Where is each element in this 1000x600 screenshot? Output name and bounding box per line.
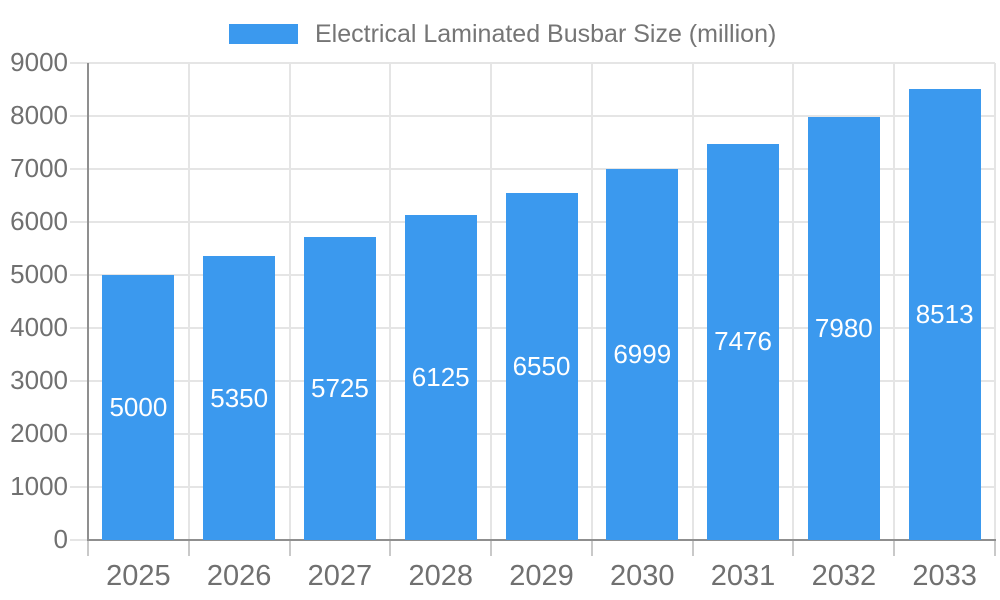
y-axis-tick-label: 3000 — [10, 364, 68, 395]
y-axis-tick-label: 5000 — [10, 258, 68, 289]
bar-value-label: 7476 — [714, 326, 772, 357]
x-axis-category-label: 2026 — [206, 560, 272, 592]
y-axis-tick-label: 2000 — [10, 417, 68, 448]
x-axis-category-label: 2025 — [106, 560, 171, 592]
x-gridline — [792, 63, 795, 540]
y-axis-tick-label: 7000 — [10, 152, 68, 183]
y-axis-tick-label: 0 — [53, 523, 68, 554]
legend-label: Electrical Laminated Busbar Size (millio… — [315, 20, 777, 48]
y-gridline — [70, 62, 995, 64]
x-gridline — [893, 63, 896, 540]
x-axis-tick — [792, 541, 795, 556]
bar-value-label: 5350 — [210, 382, 269, 413]
bar-value-label: 6125 — [411, 362, 470, 393]
x-axis-line — [87, 539, 996, 541]
x-axis-tick — [389, 541, 392, 556]
bar-value-label: 5000 — [109, 392, 168, 422]
x-axis-category-label: 2032 — [811, 560, 877, 592]
bar-2027[interactable]: 5725 — [303, 236, 376, 540]
bar-value-label: 7980 — [814, 313, 873, 344]
x-axis-tick — [893, 541, 896, 556]
x-axis-tick — [691, 541, 694, 556]
bar-2029[interactable]: 6550 — [505, 192, 578, 540]
legend-swatch-icon — [229, 24, 298, 44]
x-axis-tick — [994, 541, 996, 556]
y-axis-tick-label: 1000 — [10, 470, 68, 501]
bar-2026[interactable]: 5350 — [203, 256, 276, 540]
bar-2030[interactable]: 6999 — [606, 169, 679, 540]
y-gridline — [70, 115, 995, 117]
y-axis-tick-label: 8000 — [10, 99, 68, 130]
x-axis-category-label: 2027 — [307, 560, 373, 592]
y-gridline — [70, 168, 995, 170]
bar-2032[interactable]: 7980 — [807, 117, 880, 540]
x-gridline — [389, 63, 392, 540]
x-axis-tick — [187, 541, 190, 556]
legend-item[interactable]: Electrical Laminated Busbar Size (millio… — [229, 20, 776, 48]
x-gridline — [691, 63, 694, 540]
x-axis-category-label: 2031 — [710, 560, 776, 592]
bar-value-label: 6999 — [613, 339, 672, 370]
bar-2028[interactable]: 6125 — [404, 215, 477, 540]
y-axis-line — [87, 63, 89, 540]
x-axis-tick — [490, 541, 493, 556]
x-axis-tick — [590, 541, 593, 556]
x-axis-category-label: 2029 — [509, 560, 574, 592]
x-gridline — [590, 63, 593, 540]
x-gridline — [490, 63, 493, 540]
y-axis-tick-label: 9000 — [10, 46, 68, 77]
x-gridline — [994, 63, 996, 540]
bar-2033[interactable]: 8513 — [908, 88, 981, 540]
bar-2031[interactable]: 7476 — [707, 143, 780, 540]
bar-value-label: 8513 — [915, 298, 974, 329]
bar-value-label: 5725 — [311, 372, 369, 403]
x-axis-tick — [288, 541, 291, 556]
bar-2025[interactable]: 5000 — [102, 275, 175, 540]
x-gridline — [288, 63, 291, 540]
x-axis-category-label: 2030 — [610, 560, 675, 592]
y-axis-tick-label: 6000 — [10, 205, 68, 236]
x-gridline — [187, 63, 190, 540]
x-axis-tick — [87, 541, 89, 556]
bar-value-label: 6550 — [512, 350, 571, 381]
y-axis-tick-label: 4000 — [10, 311, 68, 342]
x-axis-category-label: 2033 — [912, 560, 977, 592]
x-axis-category-label: 2028 — [408, 560, 473, 592]
